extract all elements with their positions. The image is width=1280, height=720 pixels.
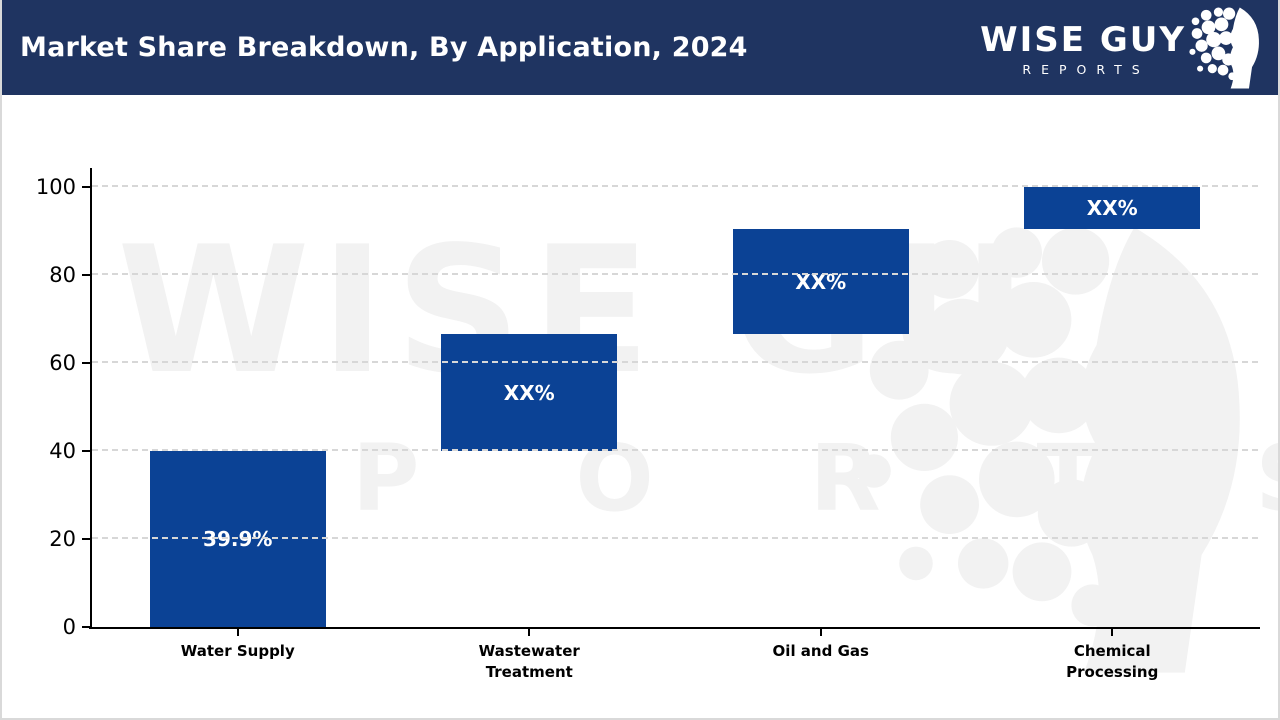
brand-subname: REPORTS (1022, 61, 1150, 77)
y-tick-label-100: 100 (35, 175, 76, 199)
y-tick-mark-0 (82, 626, 90, 628)
gridline-40 (92, 449, 1258, 451)
x-category-label-3: Oil and Gas (772, 642, 869, 660)
x-category-label-4: Chemical Processing (1066, 642, 1159, 681)
bar-value-label: 39.9% (203, 527, 273, 552)
y-tick-mark-60 (82, 362, 90, 364)
bar-chemical-processing: XX% (1024, 187, 1201, 229)
bar-water-supply: 39.9% (149, 451, 326, 627)
brand-logo: WISE GUY REPORTS (980, 7, 1266, 89)
brand-logo-text: WISE GUY REPORTS (980, 20, 1186, 77)
x-tick-mark-4 (1111, 629, 1114, 636)
x-tick-mark-3 (819, 629, 822, 636)
y-tick-mark-40 (82, 450, 90, 452)
y-tick-mark-20 (82, 538, 90, 540)
y-tick-mark-80 (82, 274, 90, 276)
x-axis-line (89, 627, 1260, 629)
y-tick-label-40: 40 (49, 439, 76, 463)
x-tick-mark-2 (528, 629, 531, 636)
y-tick-label-0: 0 (62, 615, 76, 639)
header-band: Market Share Breakdown, By Application, … (2, 0, 1278, 95)
bar-value-label: XX% (503, 380, 555, 405)
y-tick-mark-100 (82, 186, 90, 188)
x-tick-mark-1 (236, 629, 239, 636)
brand-name: WISE GUY (980, 19, 1186, 60)
y-tick-label-60: 60 (49, 351, 76, 375)
gridline-100 (92, 185, 1258, 187)
y-tick-label-20: 20 (49, 527, 76, 551)
dotted-head-profile-icon (1189, 7, 1259, 89)
bar-oil-and-gas: XX% (732, 228, 909, 335)
bar-wastewater-treatment: XX% (441, 334, 618, 452)
plot-area: 39.9% XX% XX% XX% (92, 185, 1258, 627)
gridline-60 (92, 361, 1258, 363)
bar-value-label: XX% (1086, 195, 1138, 220)
x-category-label-1: Water Supply (180, 642, 295, 660)
y-axis-line (90, 168, 92, 629)
y-tick-label-80: 80 (49, 263, 76, 287)
chart-title: Market Share Breakdown, By Application, … (20, 32, 748, 63)
gridline-20 (92, 537, 1258, 539)
x-category-label-2: Wastewater Treatment (478, 642, 580, 681)
gridline-80 (92, 273, 1258, 275)
